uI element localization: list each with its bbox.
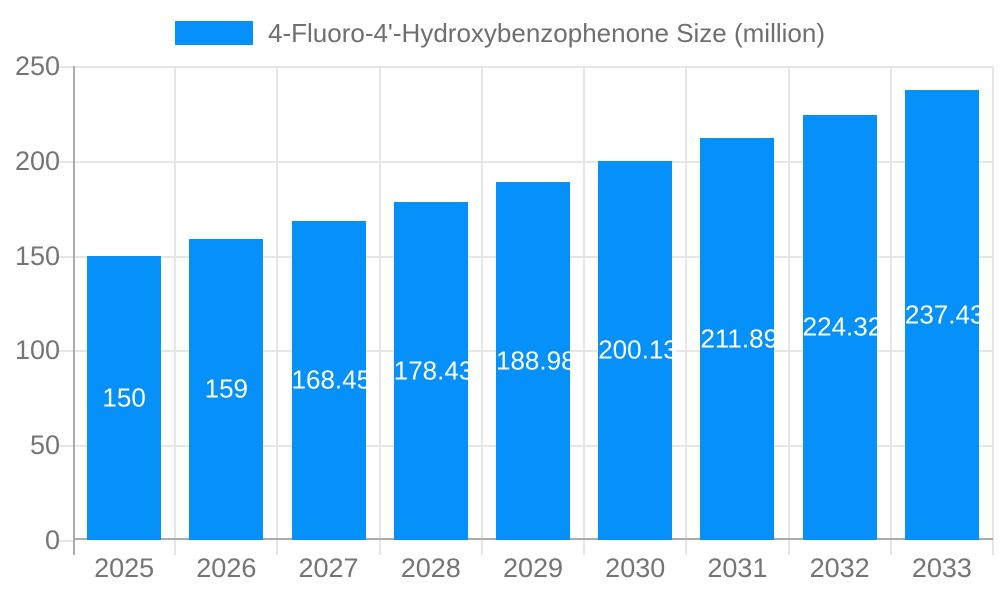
y-axis-tick-label: 250: [14, 51, 60, 81]
bar-value-label: 168.45: [291, 364, 372, 395]
gridline-vertical: [787, 66, 790, 540]
y-axis-tick-mark: [59, 66, 73, 68]
y-axis-tick-mark: [59, 255, 73, 258]
x-axis-tick-label: 2025: [94, 553, 155, 583]
gridline-vertical: [174, 66, 177, 540]
x-axis-tick-label: 2026: [196, 553, 257, 583]
y-axis-line: [73, 66, 75, 555]
gridline-horizontal: [73, 66, 993, 68]
gridline-vertical: [992, 66, 994, 540]
bar[interactable]: 168.45: [291, 220, 372, 540]
bar-value-label: 178.43: [393, 355, 474, 386]
bar[interactable]: 159: [189, 238, 264, 540]
x-axis-tick-mark: [174, 540, 177, 555]
bar[interactable]: 224.32: [802, 114, 883, 540]
bar-value-label: 224.32: [802, 311, 883, 342]
y-axis-tick-mark: [59, 445, 73, 448]
x-axis-tick-label: 2031: [707, 553, 768, 583]
bar[interactable]: 211.89: [700, 138, 779, 540]
y-axis-tick-mark: [59, 350, 73, 353]
x-axis-tick-label: 2029: [502, 553, 564, 583]
bar[interactable]: 178.43: [393, 201, 474, 540]
x-axis-tick-mark: [583, 540, 586, 555]
legend-swatch: [175, 21, 253, 45]
bar-value-label: 188.98: [496, 345, 576, 376]
legend-label: 4-Fluoro-4'-Hydroxybenzophenone Size (mi…: [268, 18, 825, 48]
gridline-vertical: [276, 66, 279, 540]
x-axis-tick-label: 2033: [911, 553, 972, 583]
x-axis-tick-mark: [889, 540, 892, 555]
gridline-vertical: [378, 66, 381, 540]
y-axis-tick-label: 100: [14, 335, 60, 366]
bar-value-label: 150: [102, 382, 146, 413]
x-axis-tick-mark: [276, 540, 279, 555]
bar[interactable]: 188.98: [496, 181, 576, 540]
bar[interactable]: 200.13: [598, 160, 678, 540]
bar-value-label: 159: [204, 373, 249, 404]
plot-area: 150 159 168.45 178.43 188.98 200.13 211.89 224.…: [59, 66, 994, 555]
y-axis-tick-mark: [59, 160, 73, 163]
y-axis-tick-label: 50: [29, 430, 60, 461]
bar[interactable]: 237.43: [904, 89, 985, 540]
legend[interactable]: 4-Fluoro-4'-Hydroxybenzophenone Size (mi…: [0, 18, 1000, 48]
gridline-vertical: [480, 66, 483, 540]
bar-value-label: 200.13: [598, 334, 678, 365]
bar[interactable]: 150: [87, 255, 162, 540]
x-axis-tick-mark: [685, 540, 688, 555]
x-axis-tick-mark: [992, 540, 994, 555]
x-axis-tick-mark: [378, 540, 381, 555]
x-axis-tick-mark: [787, 540, 790, 555]
bar-value-label: 237.43: [904, 299, 985, 330]
gridline-vertical: [889, 66, 892, 540]
gridline-horizontal: [73, 160, 993, 163]
x-axis-tick-label: 2027: [298, 553, 359, 583]
bar-value-label: 211.89: [700, 323, 779, 354]
y-axis-tick-label: 150: [14, 240, 60, 271]
x-axis-tick-label: 2032: [809, 553, 870, 583]
x-axis-tick-label: 2030: [605, 553, 666, 583]
gridline-vertical: [685, 66, 688, 540]
x-axis-tick-label: 2028: [400, 553, 461, 583]
y-axis-tick-label: 0: [44, 525, 60, 555]
x-axis-tick-mark: [480, 540, 483, 555]
y-axis-tick-label: 200: [14, 145, 60, 176]
y-axis-tick-mark: [59, 540, 73, 542]
gridline-vertical: [583, 66, 586, 540]
